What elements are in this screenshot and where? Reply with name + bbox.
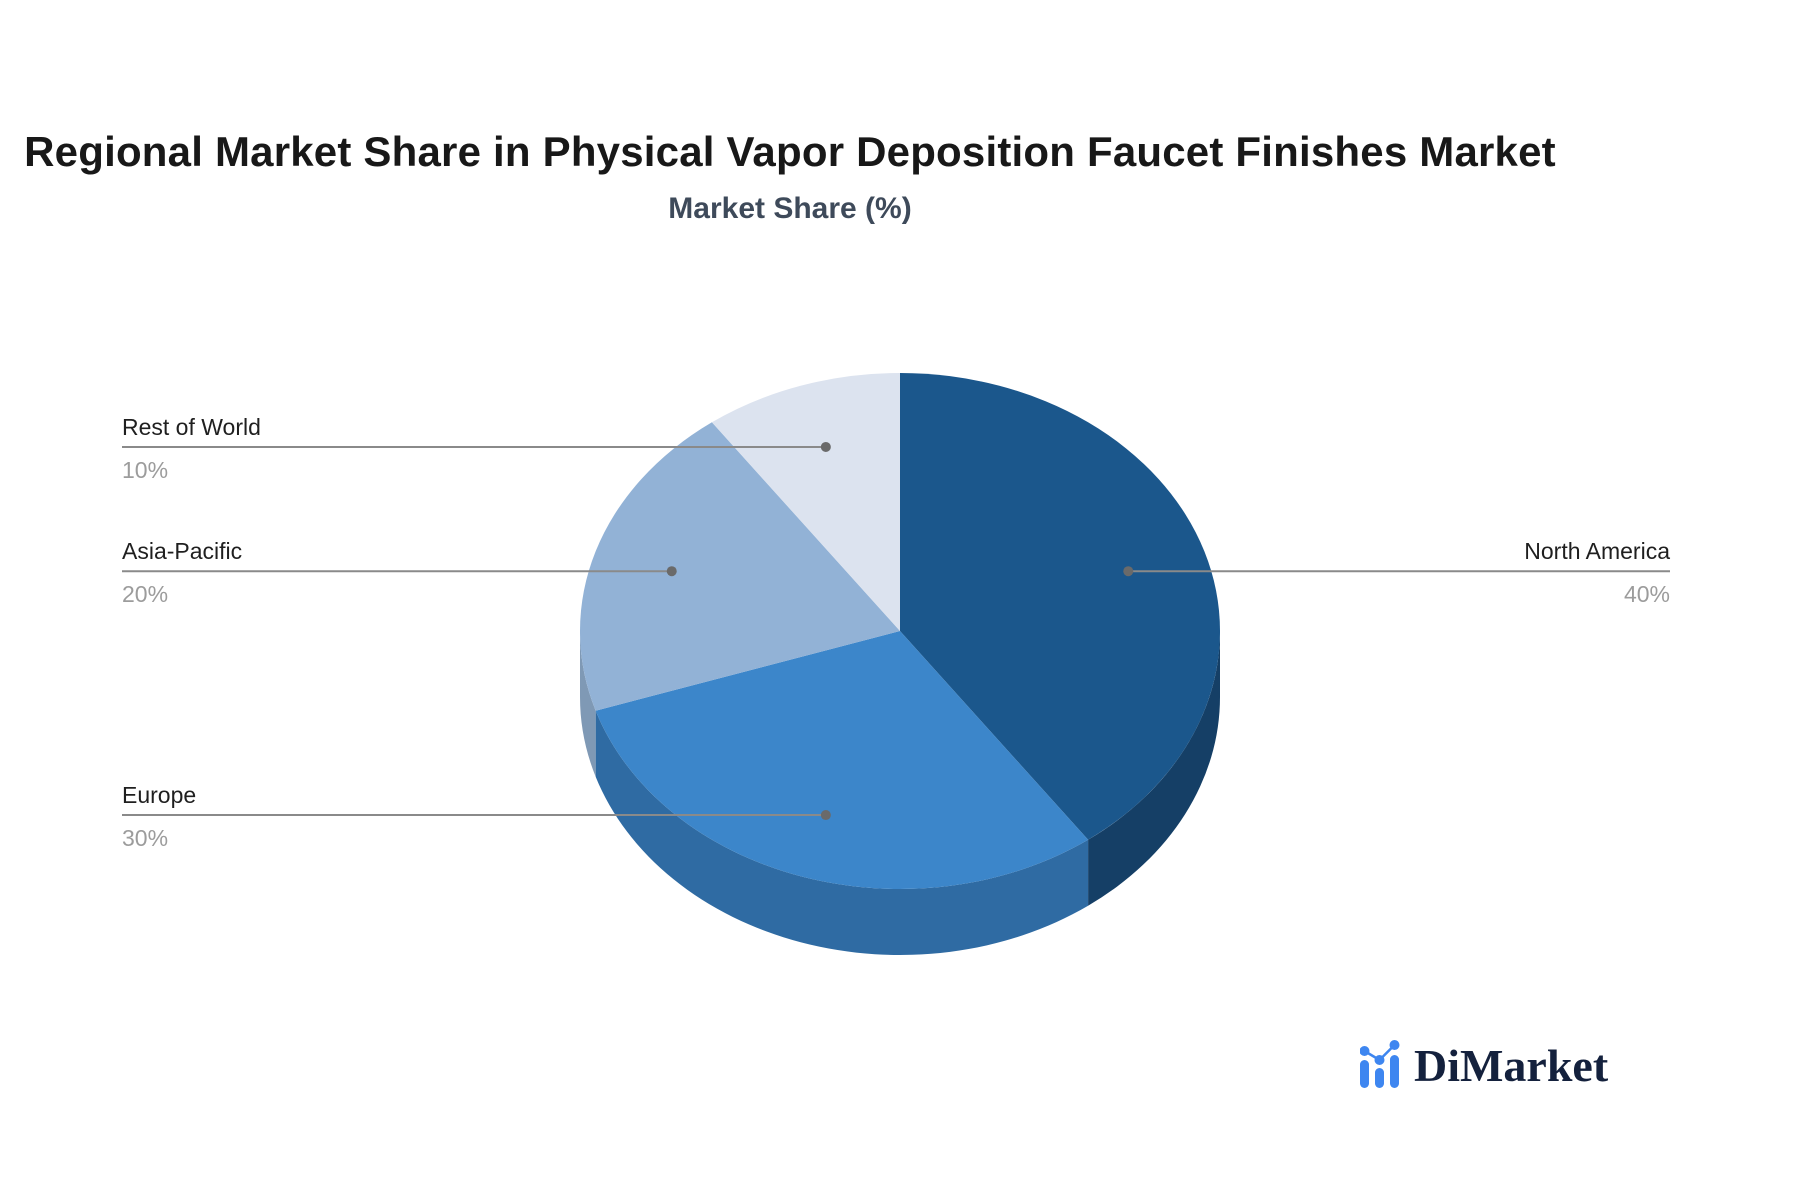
- slice-label-europe: Europe: [122, 782, 197, 809]
- pie-slice-north-america[interactable]: [900, 373, 1221, 840]
- bar-chart-trend-icon: [1360, 1040, 1400, 1088]
- leader-dot-asia-pacific: [666, 566, 677, 577]
- pie-slice-side-north-america: [1088, 631, 1220, 906]
- chart-subtitle: Market Share (%): [668, 192, 912, 225]
- leader-dot-europe: [820, 810, 831, 821]
- pie-slice-rest-of-world[interactable]: [711, 373, 900, 631]
- leader-dot-north-america: [1123, 566, 1134, 577]
- pie-slice-asia-pacific[interactable]: [580, 422, 900, 711]
- slice-percent-europe: 30%: [122, 825, 169, 852]
- slice-label-rest-of-world: Rest of World: [122, 413, 261, 440]
- slice-percent-asia-pacific: 20%: [122, 581, 169, 608]
- slice-percent-rest-of-world: 10%: [122, 456, 169, 483]
- slice-label-asia-pacific: Asia-Pacific: [122, 538, 243, 565]
- slice-label-north-america: North America: [1524, 538, 1670, 565]
- chart-title: Regional Market Share in Physical Vapor …: [24, 128, 1556, 175]
- slice-percent-north-america: 40%: [1623, 581, 1670, 608]
- pie-slice-side-asia-pacific: [580, 631, 596, 777]
- brand-name: DiMarket: [1414, 1040, 1609, 1091]
- pie-slice-side-europe: [595, 710, 1089, 956]
- leader-dot-rest-of-world: [820, 441, 831, 452]
- pie-slice-europe[interactable]: [595, 631, 1089, 890]
